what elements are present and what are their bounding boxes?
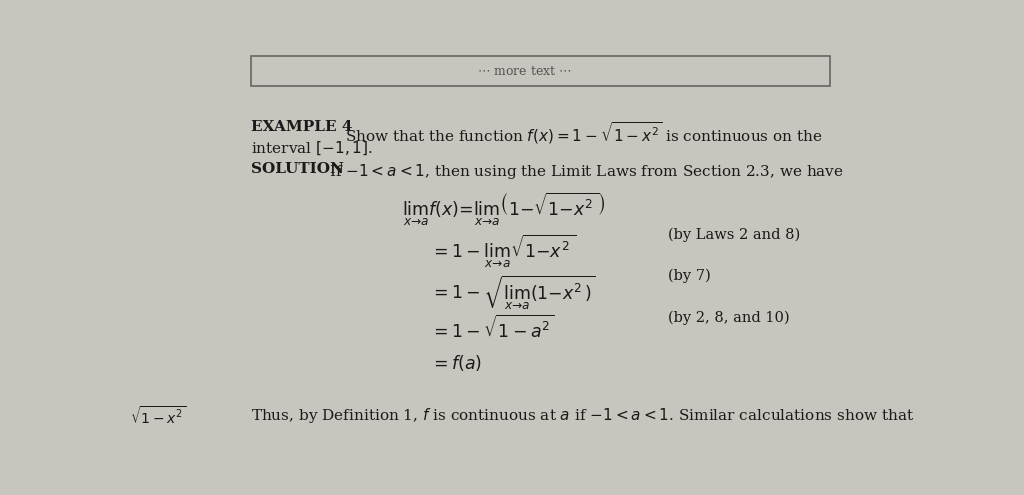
Text: $= f(a)$: $= f(a)$ xyxy=(430,353,481,373)
Text: $\cdots$ more text $\cdots$: $\cdots$ more text $\cdots$ xyxy=(477,65,572,78)
Text: $= 1 - \sqrt{\lim_{x \to a}(1 - x^2)}$: $= 1 - \sqrt{\lim_{x \to a}(1 - x^2)}$ xyxy=(430,273,595,312)
Text: If $-1 < a < 1$, then using the Limit Laws from Section 2.3, we have: If $-1 < a < 1$, then using the Limit La… xyxy=(329,162,844,181)
Text: Show that the function $f(x) = 1 - \sqrt{1 - x^2}$ is continuous on the: Show that the function $f(x) = 1 - \sqrt… xyxy=(345,120,822,147)
Text: $\sqrt{1 - x^2}$: $\sqrt{1 - x^2}$ xyxy=(130,406,186,427)
Text: (by 7): (by 7) xyxy=(668,268,711,283)
Text: EXAMPLE 4: EXAMPLE 4 xyxy=(251,120,352,134)
Text: SOLUTION: SOLUTION xyxy=(251,162,344,176)
Text: (by Laws 2 and 8): (by Laws 2 and 8) xyxy=(668,228,800,242)
Text: (by 2, 8, and 10): (by 2, 8, and 10) xyxy=(668,310,790,325)
Text: $= 1 - \lim_{x \to a} \sqrt{1 - x^2}$: $= 1 - \lim_{x \to a} \sqrt{1 - x^2}$ xyxy=(430,233,575,270)
FancyBboxPatch shape xyxy=(251,55,830,86)
Text: $= 1 - \sqrt{1 - a^2}$: $= 1 - \sqrt{1 - a^2}$ xyxy=(430,315,554,342)
Text: $\lim_{x \to a} f(x) = \lim_{x \to a} \left(1 - \sqrt{1 - x^2}\right)$: $\lim_{x \to a} f(x) = \lim_{x \to a} \l… xyxy=(401,191,605,228)
Text: Thus, by Definition 1, $f$ is continuous at $a$ if $-1 < a < 1$. Similar calcula: Thus, by Definition 1, $f$ is continuous… xyxy=(251,406,914,425)
Text: interval $[-1, 1]$.: interval $[-1, 1]$. xyxy=(251,140,373,157)
